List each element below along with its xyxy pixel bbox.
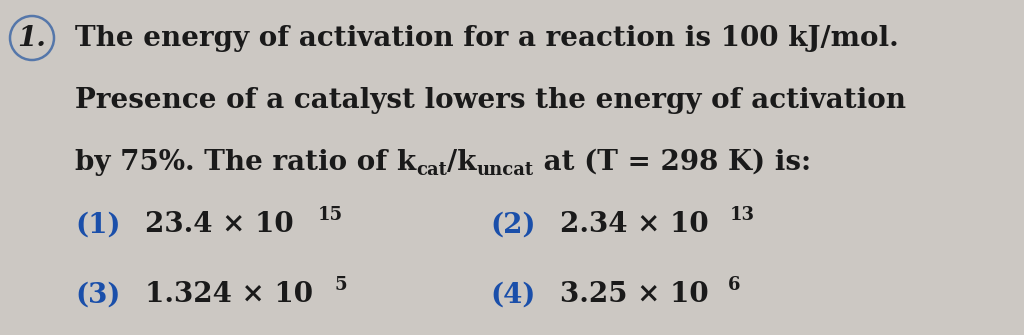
- Text: (2): (2): [490, 211, 536, 239]
- Text: The energy of activation for a reaction is 100 kJ/mol.: The energy of activation for a reaction …: [75, 24, 899, 52]
- Text: 5: 5: [335, 276, 347, 294]
- Text: (3): (3): [75, 281, 121, 309]
- Text: uncat: uncat: [476, 161, 534, 179]
- Text: 1.324 × 10: 1.324 × 10: [145, 281, 313, 309]
- Text: 3.25 × 10: 3.25 × 10: [560, 281, 709, 309]
- Text: 2.34 × 10: 2.34 × 10: [560, 211, 709, 239]
- Text: at (T = 298 K) is:: at (T = 298 K) is:: [534, 148, 811, 176]
- Text: (1): (1): [75, 211, 121, 239]
- Text: 15: 15: [318, 206, 343, 224]
- Text: /k: /k: [447, 148, 476, 176]
- Text: 6: 6: [728, 276, 740, 294]
- Text: by 75%. The ratio of k: by 75%. The ratio of k: [75, 148, 416, 176]
- Text: 13: 13: [730, 206, 755, 224]
- Text: 23.4 × 10: 23.4 × 10: [145, 211, 294, 239]
- Text: cat: cat: [416, 161, 447, 179]
- Text: Presence of a catalyst lowers the energy of activation: Presence of a catalyst lowers the energy…: [75, 86, 906, 114]
- Text: 1.: 1.: [17, 25, 46, 53]
- Text: (4): (4): [490, 281, 536, 309]
